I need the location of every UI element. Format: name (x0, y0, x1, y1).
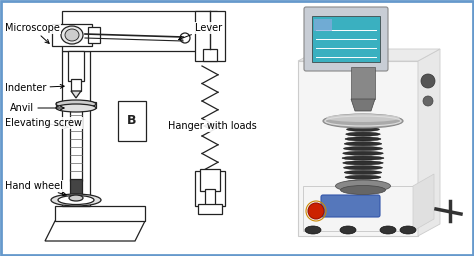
Ellipse shape (345, 137, 381, 141)
Circle shape (421, 74, 435, 88)
Text: Microscope: Microscope (5, 23, 60, 43)
Bar (203, 49, 217, 61)
Polygon shape (55, 206, 145, 221)
Ellipse shape (347, 190, 379, 194)
FancyBboxPatch shape (321, 195, 380, 217)
FancyBboxPatch shape (304, 7, 388, 71)
FancyBboxPatch shape (303, 186, 413, 231)
Bar (195, 171, 225, 206)
Bar (248, 5, 466, 251)
Ellipse shape (51, 194, 101, 206)
Ellipse shape (346, 185, 380, 189)
Ellipse shape (342, 156, 384, 160)
Bar (118, 101, 146, 141)
Ellipse shape (326, 114, 400, 122)
Bar (62, 11, 217, 51)
Polygon shape (298, 49, 440, 61)
Ellipse shape (344, 166, 383, 170)
Polygon shape (71, 91, 81, 98)
Ellipse shape (344, 146, 383, 151)
Bar (70, 108, 82, 181)
FancyBboxPatch shape (298, 61, 418, 236)
Polygon shape (418, 49, 440, 236)
Ellipse shape (56, 100, 96, 108)
Ellipse shape (340, 186, 385, 195)
Ellipse shape (346, 127, 380, 131)
Text: Hanger with loads: Hanger with loads (168, 121, 257, 131)
Ellipse shape (346, 132, 380, 136)
Ellipse shape (346, 180, 380, 184)
Text: Hand wheel: Hand wheel (5, 181, 66, 196)
Polygon shape (351, 99, 375, 111)
Ellipse shape (336, 180, 391, 192)
Ellipse shape (323, 114, 403, 128)
Bar (56, 102, 96, 108)
Text: Indenter: Indenter (5, 83, 64, 93)
Bar (205, 189, 215, 206)
Circle shape (308, 203, 324, 219)
Ellipse shape (69, 195, 83, 201)
Bar (314, 19, 332, 31)
Circle shape (180, 33, 190, 43)
Bar (88, 27, 100, 43)
Ellipse shape (380, 226, 396, 234)
Text: Elevating screw: Elevating screw (5, 118, 82, 129)
Ellipse shape (340, 226, 356, 234)
Polygon shape (413, 174, 434, 231)
Text: Lever: Lever (179, 23, 222, 40)
Bar (70, 179, 82, 194)
Bar (195, 11, 225, 61)
Circle shape (423, 96, 433, 106)
Ellipse shape (345, 175, 381, 179)
Ellipse shape (61, 26, 83, 44)
Ellipse shape (58, 196, 94, 205)
Ellipse shape (344, 142, 382, 146)
Ellipse shape (343, 151, 383, 155)
Ellipse shape (305, 226, 321, 234)
Bar (71, 79, 81, 91)
Bar (62, 51, 90, 206)
Bar (52, 24, 92, 46)
Bar (351, 67, 375, 99)
Bar (312, 16, 380, 62)
Ellipse shape (65, 29, 79, 41)
Ellipse shape (400, 226, 416, 234)
Bar (198, 204, 222, 214)
Polygon shape (45, 221, 145, 241)
Ellipse shape (56, 104, 96, 112)
Text: Anvil: Anvil (10, 103, 64, 113)
Bar (200, 169, 220, 191)
Bar (68, 51, 84, 81)
Text: B: B (127, 114, 137, 127)
Ellipse shape (343, 161, 383, 165)
Ellipse shape (344, 170, 382, 175)
